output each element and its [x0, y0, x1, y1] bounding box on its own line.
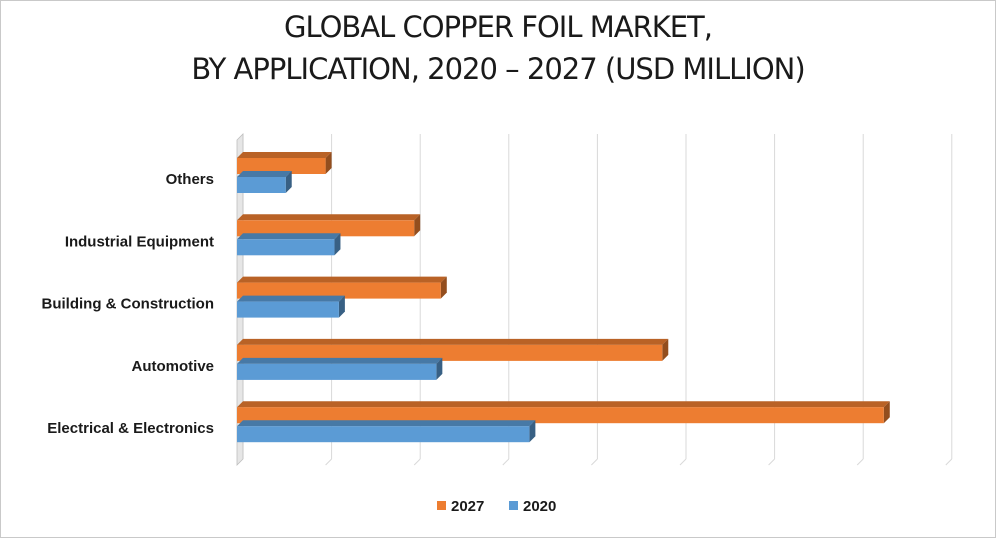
category-label: Automotive [132, 358, 215, 375]
gridline-floor [591, 458, 598, 466]
category-label: Building & Construction [42, 296, 214, 313]
bar-top-2020 [237, 233, 341, 240]
bar-2027 [237, 220, 415, 237]
bar-2020 [237, 363, 437, 380]
bar-side-2020 [285, 171, 292, 193]
chart-title-line-1: GLOBAL COPPER FOIL MARKET, [284, 10, 713, 44]
bar-top-2027 [237, 214, 421, 221]
category-label: Industrial Equipment [65, 233, 214, 250]
gridline-floor [413, 458, 421, 466]
legend-label-2020: 2020 [523, 498, 556, 515]
bar-2020 [237, 239, 335, 256]
gridline-floor [679, 458, 687, 466]
bar-2027 [237, 407, 884, 424]
bar-top-2020 [237, 295, 345, 302]
gridline-floor [856, 458, 864, 466]
bar-2020 [237, 301, 339, 318]
bar-top-2020 [237, 171, 292, 177]
bar-side-2020 [529, 420, 536, 443]
category-label: Electrical & Electronics [47, 420, 214, 437]
bar-2027 [237, 158, 326, 174]
bar-top-2027 [237, 401, 890, 408]
bar-top-2027 [237, 276, 447, 283]
legend-swatch-2027 [437, 501, 446, 510]
gridline-floor [325, 458, 332, 466]
bar-side-2020 [338, 295, 345, 318]
bar-top-2020 [237, 357, 443, 364]
bar-2027 [237, 282, 441, 299]
bar-2020 [237, 177, 286, 193]
bar-2020 [237, 426, 530, 443]
gridline-floor [502, 458, 510, 466]
legend-swatch-2020 [509, 501, 518, 510]
bar-side-2027 [414, 214, 421, 237]
legend-label-2027: 2027 [451, 498, 484, 515]
bar-2027 [237, 344, 663, 361]
category-label: Others [166, 171, 214, 188]
bar-side-2020 [334, 233, 341, 256]
gridline-floor [945, 458, 953, 466]
bar-top-2027 [237, 152, 332, 158]
bar-top-2027 [237, 338, 669, 345]
bar-side-2027 [440, 276, 447, 299]
gridline-floor [768, 458, 775, 466]
bar-top-2020 [237, 420, 536, 427]
bar-side-2027 [883, 401, 890, 424]
bar-side-2027 [662, 338, 669, 361]
chart-title-line-2: BY APPLICATION, 2020 – 2027 (USD MILLION… [191, 52, 805, 86]
bar-side-2020 [436, 357, 443, 380]
bar-side-2027 [325, 152, 332, 174]
